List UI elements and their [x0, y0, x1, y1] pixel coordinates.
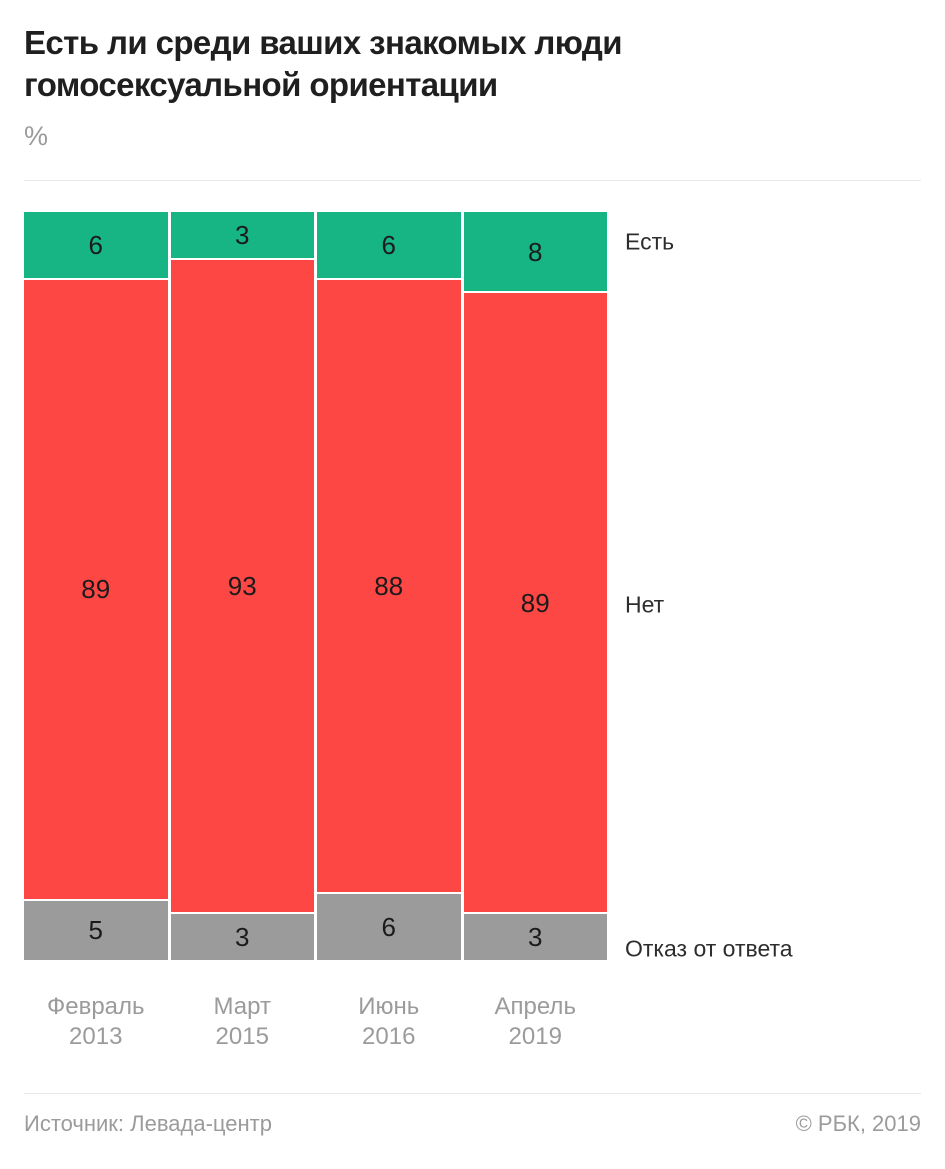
x-axis-label-line: Июнь — [358, 993, 420, 1020]
source-label: Источник: Левада-центр — [24, 1111, 272, 1136]
x-axis-label-line: 2019 — [508, 1023, 562, 1050]
bar-segment-series-0: 3 — [170, 212, 314, 259]
x-axis-label: Апрель 2019 — [464, 992, 608, 1052]
bar-segment-series-0: 6 — [317, 212, 461, 278]
bar-segment-series-2: 3 — [170, 913, 314, 961]
chart-title: Есть ли среди ваших знакомых люди гомосе… — [24, 24, 623, 103]
x-axis-label-line: 2015 — [215, 1023, 269, 1050]
x-axis-label-line: 2013 — [69, 1023, 123, 1050]
bar-segment-series-2: 3 — [463, 914, 607, 960]
legend-label-series-1: Нет — [625, 591, 665, 618]
segment-value-label: 3 — [235, 220, 250, 251]
bar-segment-series-1: 88 — [317, 279, 461, 893]
segment-value-label: 8 — [528, 236, 543, 267]
bar-column: 3 93 3 — [170, 212, 314, 961]
x-axis-label-line: Февраль — [46, 993, 145, 1020]
copyright-label: © РБК, 2019 — [795, 1111, 921, 1136]
segment-value-label: 89 — [520, 587, 550, 618]
x-axis-label: Июнь 2016 — [317, 992, 461, 1052]
bar-segment-series-1: 93 — [170, 260, 314, 912]
segment-value-label: 5 — [88, 915, 103, 946]
legend-label-series-0: Есть — [625, 228, 675, 255]
segment-value-label: 6 — [381, 912, 396, 942]
footer-divider — [24, 1093, 921, 1094]
legend-label-series-2: Отказ от ответа — [625, 935, 793, 962]
x-axis-label: Март 2015 — [171, 992, 315, 1052]
footer: Источник: Левада-центр © РБК, 2019 — [24, 1111, 921, 1137]
x-axis-label-line: Апрель — [494, 993, 576, 1020]
stacked-bar-chart: 6 89 5 3 93 3 6 88 6 8 89 3 — [24, 212, 607, 961]
bar-segment-series-2: 6 — [317, 894, 461, 960]
bar-segment-series-2: 5 — [24, 900, 168, 960]
top-divider — [24, 180, 921, 181]
segment-value-label: 89 — [81, 574, 111, 605]
bar-segment-series-0: 8 — [463, 212, 607, 292]
segment-value-label: 88 — [374, 570, 404, 601]
segment-value-label: 6 — [381, 229, 396, 260]
segment-value-label: 93 — [227, 571, 257, 601]
x-axis-label-line: 2016 — [362, 1023, 416, 1050]
bar-column: 6 88 6 — [317, 212, 461, 960]
bar-segment-series-0: 6 — [24, 212, 168, 278]
x-axis-label-line: Март — [213, 993, 271, 1020]
bar-column: 6 89 5 — [24, 212, 168, 960]
percent-unit-label: % — [24, 121, 49, 151]
bar-segment-series-1: 89 — [463, 293, 607, 913]
bar-column: 8 89 3 — [463, 212, 607, 960]
segment-value-label: 3 — [235, 921, 250, 952]
x-axis-label: Февраль 2013 — [24, 992, 168, 1052]
x-axis-labels: Февраль 2013 Март 2015 Июнь 2016 Апрель 2019 — [24, 992, 607, 1052]
segment-value-label: 3 — [528, 922, 543, 952]
segment-value-label: 6 — [88, 229, 103, 260]
bar-segment-series-1: 89 — [24, 279, 168, 899]
